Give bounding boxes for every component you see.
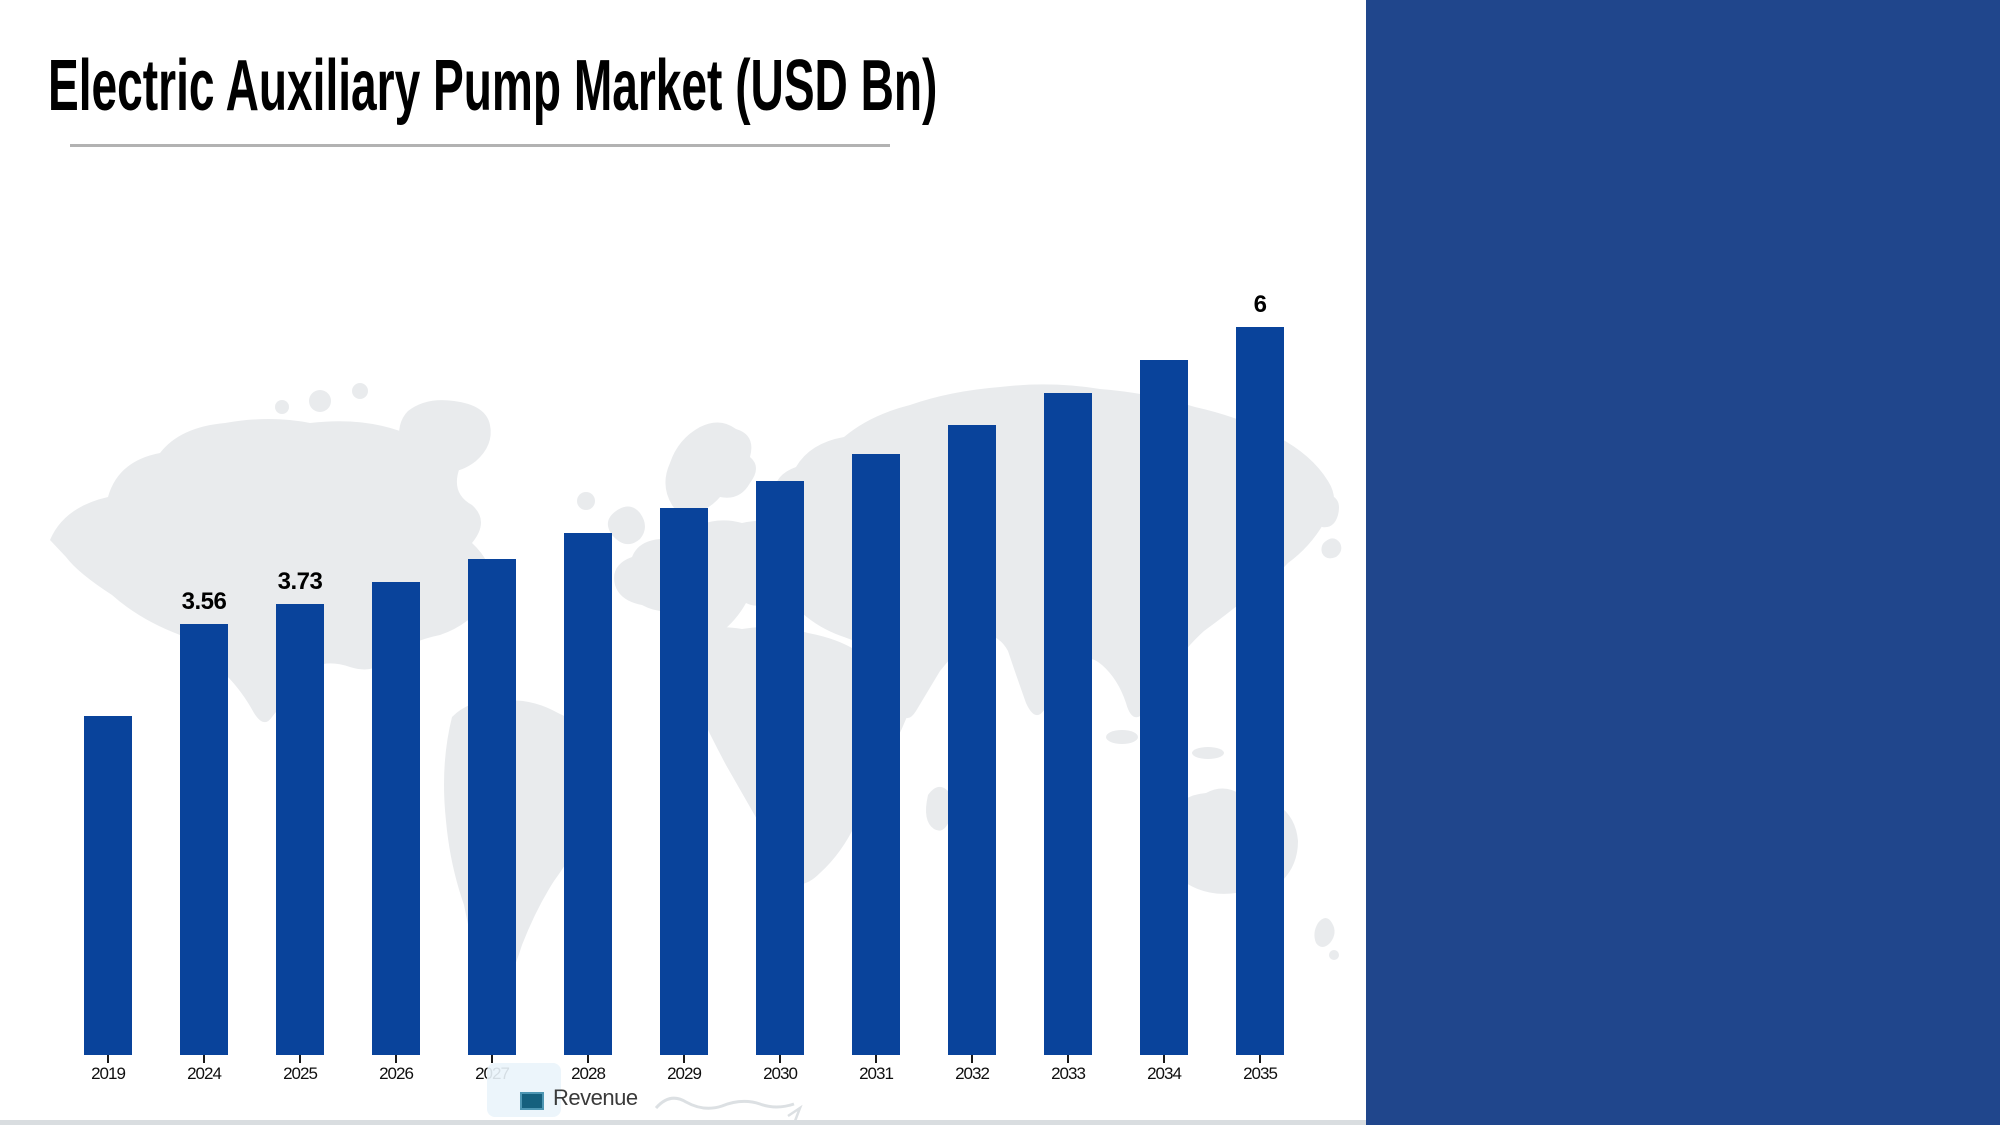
x-axis-tick-2029	[683, 1055, 685, 1063]
bar-2019[interactable]	[84, 716, 132, 1055]
brand-panel: WISE GUY REPORTS 4.9 % CAGR (2025-2035) …	[1366, 0, 2000, 1125]
x-axis-label-2035: 2035	[1243, 1064, 1278, 1083]
bar-2031[interactable]	[852, 454, 900, 1055]
x-axis-tick-2024	[203, 1055, 205, 1063]
bar-2029[interactable]	[660, 508, 708, 1055]
x-axis-label-2028: 2028	[571, 1064, 606, 1083]
x-axis-label-2031: 2031	[859, 1064, 894, 1083]
legend-label: Revenue	[553, 1085, 638, 1110]
bar-2028[interactable]	[564, 533, 612, 1055]
bar-2025[interactable]	[276, 604, 324, 1055]
x-axis-tick-2027	[491, 1055, 493, 1063]
bar-value-label-2025: 3.73	[277, 568, 323, 595]
x-axis-label-2032: 2032	[955, 1064, 990, 1083]
bar-2033[interactable]	[1044, 393, 1092, 1055]
x-axis-tick-2025	[299, 1055, 301, 1063]
bar-2034[interactable]	[1140, 360, 1188, 1055]
x-axis-label-2019: 2019	[91, 1064, 126, 1083]
x-axis-tick-2026	[395, 1055, 397, 1063]
x-axis-label-2034: 2034	[1147, 1064, 1182, 1083]
x-axis-tick-2034	[1163, 1055, 1165, 1063]
x-axis-label-2029: 2029	[667, 1064, 702, 1083]
x-axis-tick-2031	[875, 1055, 877, 1063]
x-axis-tick-2028	[587, 1055, 589, 1063]
bottom-edge-strip	[0, 1120, 1366, 1125]
x-axis-label-2024: 2024	[187, 1064, 222, 1083]
x-axis-label-2026: 2026	[379, 1064, 414, 1083]
legend-color-swatch	[520, 1092, 544, 1110]
x-axis-label-2030: 2030	[763, 1064, 798, 1083]
x-axis-tick-2030	[779, 1055, 781, 1063]
x-axis-label-2033: 2033	[1051, 1064, 1086, 1083]
x-axis-tick-2019	[107, 1055, 109, 1063]
bar-2030[interactable]	[756, 481, 804, 1055]
title-underline-rule	[70, 144, 890, 147]
x-axis-tick-2035	[1259, 1055, 1261, 1063]
x-axis-label-2025: 2025	[283, 1064, 318, 1083]
bar-2035[interactable]	[1236, 327, 1284, 1055]
x-axis-tick-2032	[971, 1055, 973, 1063]
chart-title: Electric Auxiliary Pump Market (USD Bn)	[48, 46, 938, 126]
x-axis-tick-2033	[1067, 1055, 1069, 1063]
bar-value-label-2024: 3.56	[181, 588, 227, 615]
watermark-scribble-icon	[654, 1096, 803, 1122]
bar-2024[interactable]	[180, 624, 228, 1055]
bar-2026[interactable]	[372, 582, 420, 1055]
chart-region: Electric Auxiliary Pump Market (USD Bn)	[0, 46, 1366, 1125]
bar-2032[interactable]	[948, 425, 996, 1055]
bar-value-label-2035: 6	[1253, 291, 1267, 318]
bar-2027[interactable]	[468, 559, 516, 1055]
